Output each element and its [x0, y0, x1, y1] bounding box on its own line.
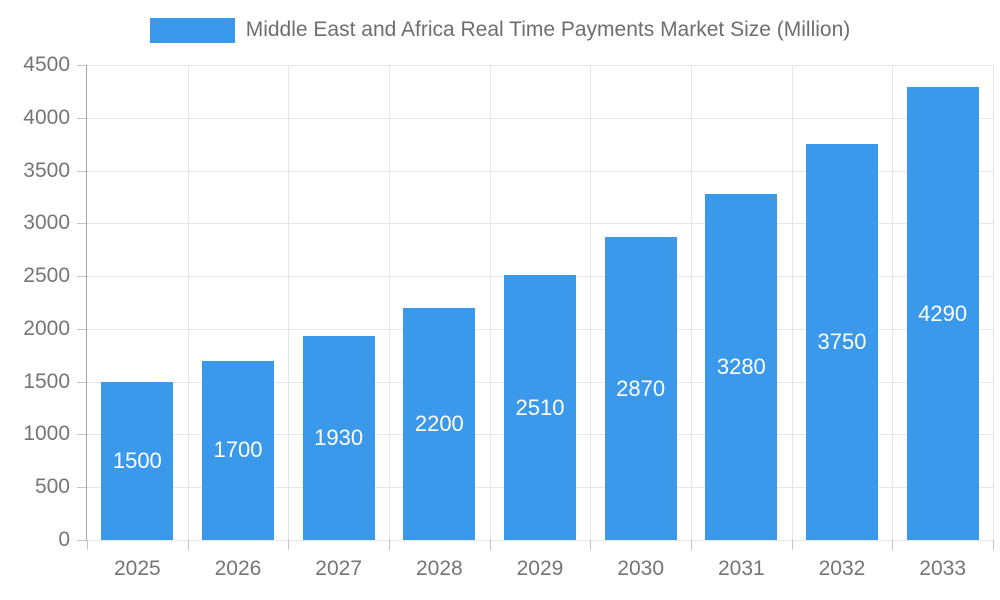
bar-2025[interactable]: 1500: [101, 381, 174, 540]
bar-2028[interactable]: 2200: [403, 307, 476, 540]
gridline-vertical: [490, 65, 491, 540]
bar-value-label: 1700: [213, 437, 263, 463]
x-axis-tick-label: 2027: [315, 557, 363, 580]
x-axis-tick-label: 2030: [617, 557, 665, 580]
y-axis-tick: [77, 65, 87, 66]
bar-2026[interactable]: 1700: [202, 360, 274, 540]
bar-value-label: 2870: [616, 375, 666, 401]
x-axis-tick: [188, 540, 189, 550]
y-axis-tick: [77, 381, 87, 383]
gridline-vertical: [792, 65, 793, 540]
gridline-horizontal: [87, 170, 993, 172]
y-axis-line: [86, 65, 87, 540]
bar-2031[interactable]: 3280: [705, 193, 778, 540]
x-axis-tick: [87, 540, 88, 550]
x-axis-tick-label: 2031: [717, 557, 765, 580]
y-axis-tick: [77, 117, 87, 119]
y-axis-tick-label: 4500: [23, 53, 70, 76]
bar-value-label: 1930: [314, 425, 364, 451]
bar-2029[interactable]: 2510: [504, 275, 576, 540]
x-axis-tick-label: 2025: [113, 557, 161, 580]
y-axis-tick: [77, 487, 87, 489]
y-axis-tick-label: 3500: [23, 158, 70, 182]
y-axis-tick: [77, 540, 87, 541]
bar-2027[interactable]: 1930: [302, 336, 375, 540]
gridline-vertical: [288, 65, 289, 540]
gridline-vertical: [188, 65, 189, 540]
y-axis-tick-label: 2000: [23, 316, 70, 340]
y-axis-tick-label: 1000: [23, 422, 70, 446]
y-axis-tick-label: 0: [58, 528, 70, 551]
x-axis-tick-label: 2032: [818, 557, 866, 580]
x-axis-tick: [490, 540, 491, 550]
y-axis-tick-label: 4000: [23, 105, 70, 129]
chart-legend[interactable]: Middle East and Africa Real Time Payment…: [0, 16, 1000, 44]
x-axis-tick-label: 2026: [214, 557, 262, 580]
y-axis-tick: [77, 223, 87, 225]
bar-value-label: 4290: [918, 300, 968, 326]
x-axis-tick: [691, 540, 692, 550]
y-axis-tick: [77, 170, 87, 172]
gridline-horizontal: [87, 223, 993, 225]
legend-swatch: [149, 17, 235, 43]
x-axis-tick: [288, 540, 289, 550]
y-axis-tick: [77, 434, 87, 436]
x-axis-tick: [389, 540, 390, 550]
bar-value-label: 1500: [112, 447, 162, 473]
x-axis-tick-label: 2029: [516, 557, 564, 580]
x-axis-tick-label: 2033: [919, 557, 967, 580]
y-axis-tick-label: 2500: [23, 264, 70, 288]
gridline-vertical: [892, 65, 893, 540]
gridline-horizontal: [87, 117, 993, 119]
bar-2032[interactable]: 3750: [806, 144, 878, 540]
bar-value-label: 2200: [414, 410, 464, 436]
gridline-horizontal: [87, 540, 993, 541]
x-axis-tick: [892, 540, 893, 550]
y-axis-tick: [77, 276, 87, 278]
y-axis-tick-label: 3000: [23, 211, 70, 235]
bar-value-label: 2510: [515, 394, 565, 420]
gridline-vertical: [691, 65, 692, 540]
bar-2033[interactable]: 4290: [906, 87, 979, 540]
y-axis-tick-label: 500: [34, 475, 70, 499]
legend-label: Middle East and Africa Real Time Payment…: [245, 18, 851, 41]
plot-area: 1500 1700 1930 2200 2510 2870 3280 3750 4290: [77, 65, 994, 550]
bar-2030[interactable]: 2870: [604, 237, 677, 540]
x-axis-tick: [792, 540, 793, 550]
x-axis-tick: [993, 540, 994, 550]
x-axis-tick-label: 2028: [415, 557, 463, 580]
x-axis-tick: [590, 540, 591, 550]
gridline-vertical: [993, 65, 994, 540]
y-axis-tick: [77, 328, 87, 330]
gridline-vertical: [389, 65, 390, 540]
bar-value-label: 3750: [817, 329, 867, 355]
gridline-vertical: [590, 65, 591, 540]
gridline-horizontal: [87, 65, 993, 66]
y-axis-tick-label: 1500: [23, 369, 70, 393]
bar-value-label: 3280: [716, 353, 766, 379]
